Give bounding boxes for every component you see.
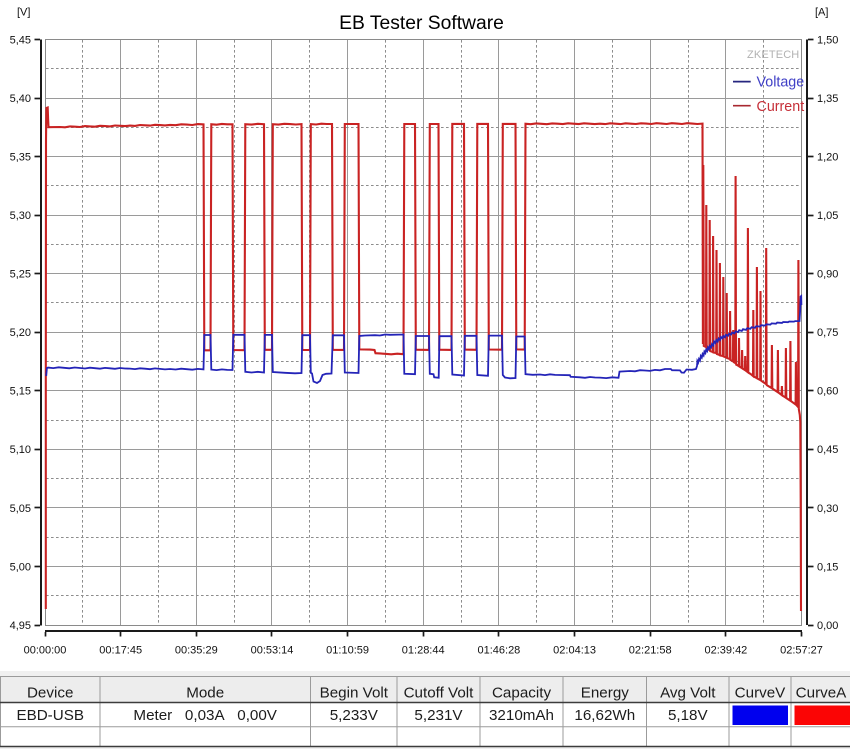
- svg-text:5,18V: 5,18V: [668, 707, 709, 724]
- svg-text:5,25: 5,25: [10, 269, 31, 281]
- svg-text:1,50: 1,50: [817, 34, 838, 46]
- svg-text:0,30: 0,30: [817, 503, 838, 515]
- svg-text:5,00: 5,00: [10, 561, 31, 573]
- svg-text:0,90: 0,90: [817, 269, 838, 281]
- svg-text:5,40: 5,40: [10, 93, 31, 105]
- svg-text:5,231V: 5,231V: [414, 707, 463, 724]
- svg-text:CurveV: CurveV: [735, 685, 787, 702]
- svg-text:01:46:28: 01:46:28: [477, 645, 520, 657]
- svg-text:[V]: [V]: [17, 7, 30, 19]
- svg-text:5,233V: 5,233V: [330, 707, 379, 724]
- svg-text:EBD-USB: EBD-USB: [16, 707, 84, 724]
- svg-text:0,60: 0,60: [817, 386, 838, 398]
- svg-text:5,10: 5,10: [10, 444, 31, 456]
- svg-text:Begin Volt: Begin Volt: [320, 685, 389, 702]
- svg-text:3210mAh: 3210mAh: [489, 707, 554, 724]
- svg-text:01:28:44: 01:28:44: [402, 645, 445, 657]
- svg-text:1,20: 1,20: [817, 152, 838, 164]
- svg-text:00:35:29: 00:35:29: [175, 645, 218, 657]
- svg-text:5,35: 5,35: [10, 152, 31, 164]
- svg-text:0,75: 0,75: [817, 327, 838, 339]
- svg-text:4,95: 4,95: [10, 620, 31, 632]
- svg-text:[A]: [A]: [815, 7, 828, 19]
- svg-text:Device: Device: [27, 685, 73, 702]
- svg-text:5,20: 5,20: [10, 327, 31, 339]
- svg-text:Cutoff Volt: Cutoff Volt: [404, 685, 475, 702]
- svg-text:5,15: 5,15: [10, 386, 31, 398]
- svg-text:5,05: 5,05: [10, 503, 31, 515]
- svg-text:16,62Wh: 16,62Wh: [574, 707, 635, 724]
- svg-text:00:53:14: 00:53:14: [251, 645, 294, 657]
- svg-text:0,15: 0,15: [817, 561, 838, 573]
- svg-text:02:21:58: 02:21:58: [629, 645, 672, 657]
- svg-text:5,30: 5,30: [10, 210, 31, 222]
- svg-text:CurveA: CurveA: [796, 685, 848, 702]
- svg-text:Capacity: Capacity: [492, 685, 551, 702]
- svg-text:0,45: 0,45: [817, 444, 838, 456]
- svg-text:0,00: 0,00: [817, 620, 838, 632]
- svg-text:Current: Current: [757, 99, 805, 115]
- svg-text:Energy: Energy: [581, 685, 630, 702]
- svg-text:00:00:00: 00:00:00: [24, 645, 67, 657]
- svg-text:02:57:27: 02:57:27: [780, 645, 823, 657]
- svg-text:00:17:45: 00:17:45: [99, 645, 142, 657]
- svg-text:01:10:59: 01:10:59: [326, 645, 369, 657]
- svg-text:1,35: 1,35: [817, 93, 838, 105]
- svg-text:02:04:13: 02:04:13: [553, 645, 596, 657]
- svg-text:Mode: Mode: [186, 685, 224, 702]
- svg-text:ZKETECH: ZKETECH: [747, 49, 799, 61]
- svg-text:02:39:42: 02:39:42: [704, 645, 747, 657]
- svg-text:1,05: 1,05: [817, 210, 838, 222]
- svg-text:Meter 0,03A 0,00V: Meter 0,03A 0,00V: [133, 707, 277, 724]
- svg-text:Voltage: Voltage: [757, 74, 805, 90]
- svg-text:5,45: 5,45: [10, 34, 31, 46]
- svg-text:Avg Volt: Avg Volt: [660, 685, 716, 702]
- svg-text:EB Tester Software: EB Tester Software: [339, 13, 504, 34]
